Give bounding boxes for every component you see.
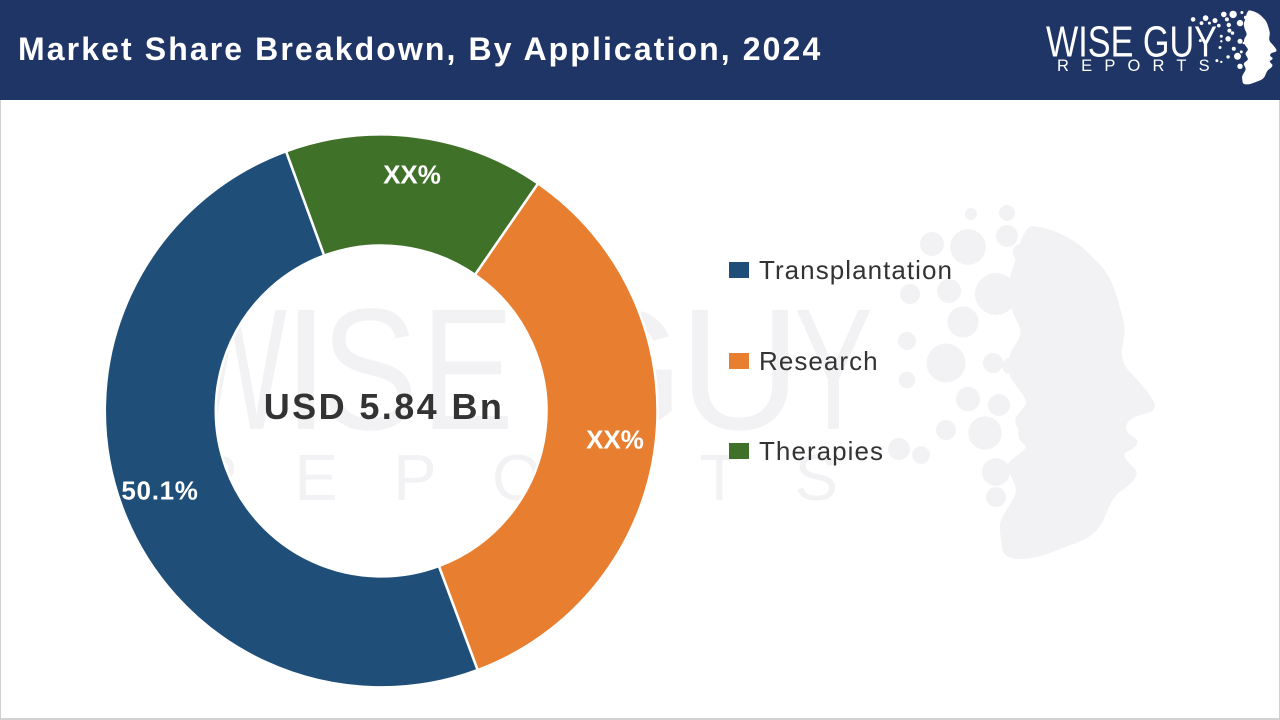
svg-text:I: I bbox=[282, 272, 330, 466]
svg-text:S: S bbox=[321, 272, 418, 466]
svg-text:Y: Y bbox=[794, 272, 873, 466]
svg-text:WISE GUY: WISE GUY bbox=[1046, 18, 1217, 67]
svg-text:E: E bbox=[421, 272, 514, 466]
svg-text:U: U bbox=[679, 272, 801, 466]
svg-text:REPORTS: REPORTS bbox=[1057, 57, 1222, 75]
